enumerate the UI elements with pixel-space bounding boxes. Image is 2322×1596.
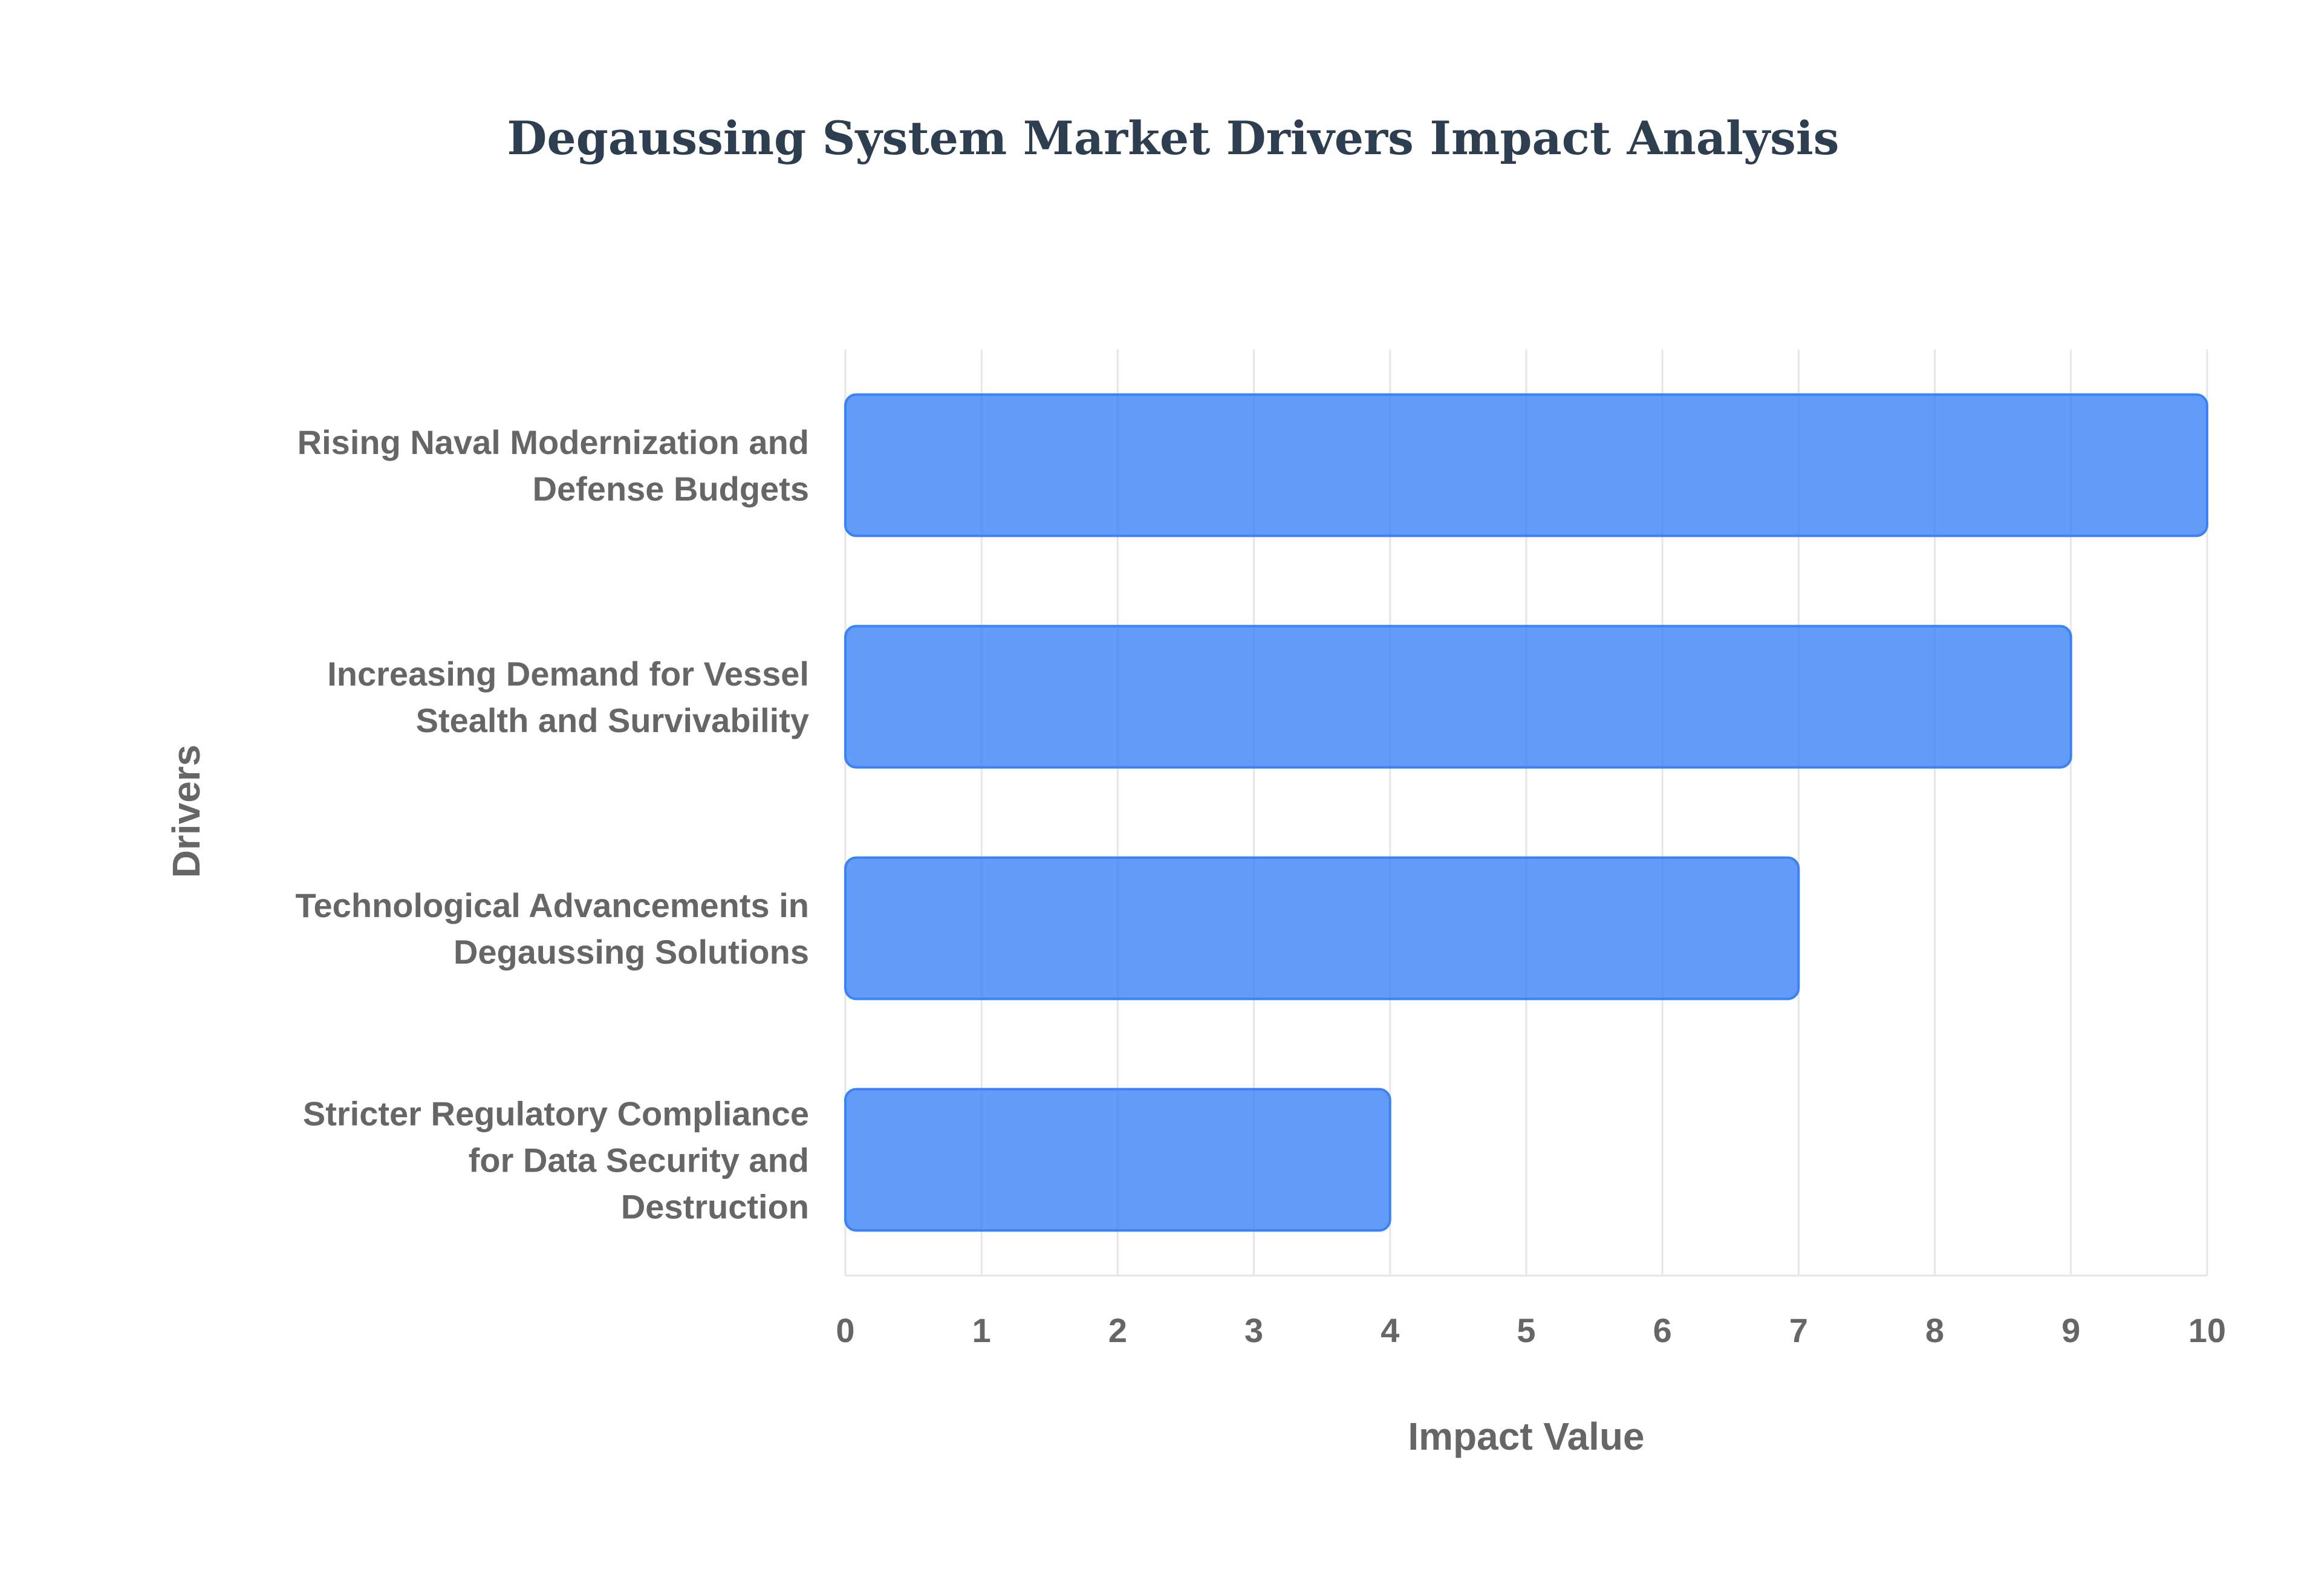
x-tick-label: 7	[1789, 1311, 1808, 1349]
bar	[844, 624, 2072, 769]
x-tick-label: 5	[1517, 1311, 1535, 1349]
bars	[844, 393, 2208, 1232]
y-category-label: Technological Advancements in Degaussing …	[295, 886, 809, 971]
x-axis-title: Impact Value	[1408, 1415, 1644, 1458]
x-tick-label: 9	[2061, 1311, 2080, 1349]
y-category-label: Increasing Demand for Vessel Stealth and …	[327, 655, 809, 739]
y-category-label: Stricter Regulatory Compliance for Data S…	[303, 1095, 809, 1226]
x-tick-label: 0	[836, 1311, 854, 1349]
bar	[844, 1088, 1391, 1232]
y-axis-title: Drivers	[164, 745, 208, 878]
x-tick-label: 6	[1653, 1311, 1672, 1349]
y-axis-categories: Rising Naval Modernization and Defense Bu…	[295, 423, 809, 1226]
bar	[844, 856, 1800, 1001]
bar	[844, 393, 2208, 537]
x-tick-label: 1	[972, 1311, 991, 1349]
x-tick-label: 4	[1381, 1311, 1399, 1349]
y-category-label: Rising Naval Modernization and Defense Bu…	[298, 423, 809, 508]
x-tick-label: 10	[2188, 1311, 2226, 1349]
chart-title: Degaussing System Market Drivers Impact …	[507, 111, 1839, 165]
x-tick-label: 2	[1108, 1311, 1127, 1349]
x-tick-label: 8	[1925, 1311, 1944, 1349]
x-tick-label: 3	[1244, 1311, 1263, 1349]
x-axis-ticks: 0 1 2 3 4 5 6 7 8 9 10	[836, 1311, 2226, 1349]
